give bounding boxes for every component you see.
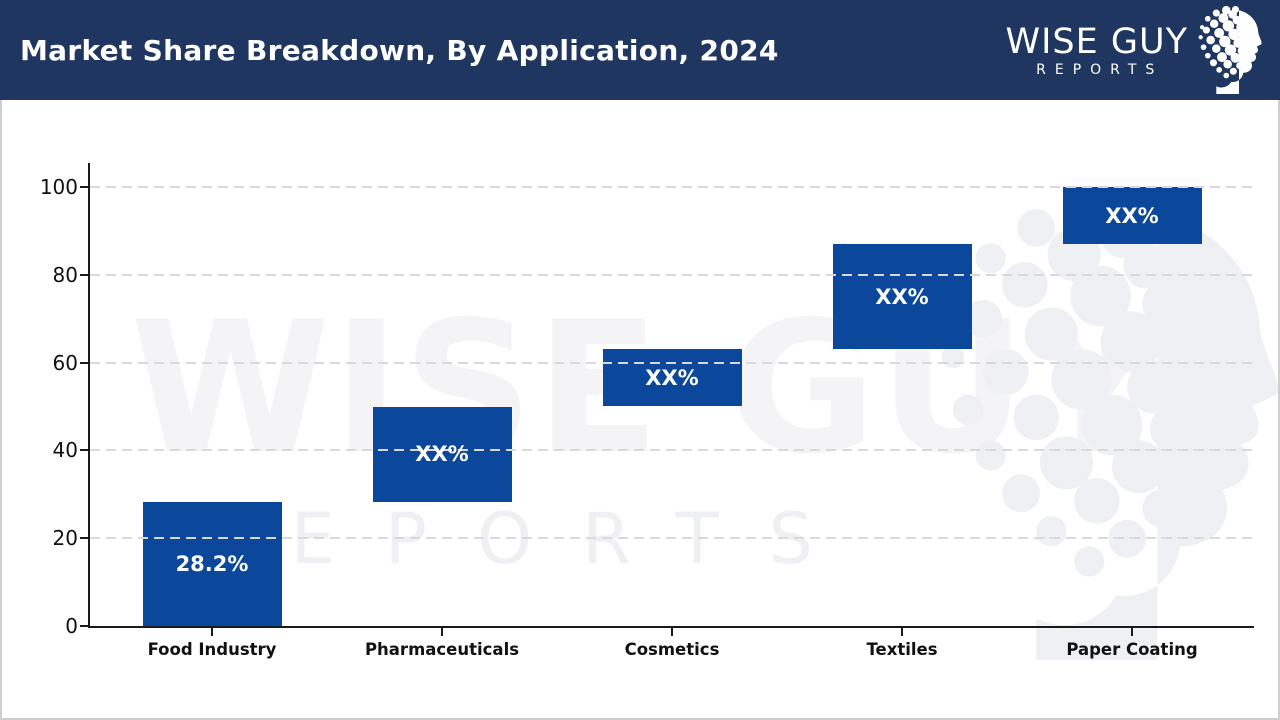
x-axis-tick [1131,628,1133,636]
bar [142,502,282,626]
y-axis-tick [80,625,88,627]
logo-text: WISE GUY REPORTS [1005,24,1188,78]
bar [372,406,512,503]
bar [832,244,972,350]
x-axis-label: Pharmaceuticals [364,640,520,659]
bar-value-label: 28.2% [175,552,249,577]
y-axis-tick [80,449,88,452]
gridline [90,449,1254,452]
x-axis-line [88,626,1254,628]
x-axis-label: Textiles [866,640,938,659]
y-axis-tick [80,537,88,540]
y-axis-tick [80,273,88,276]
x-axis-tick [671,628,673,636]
y-axis-tick-label: 100 [39,175,78,199]
y-axis-tick [80,361,88,364]
watermark-head-icon [941,190,1278,660]
y-axis-tick-label: 60 [52,350,78,375]
bar [1062,187,1202,245]
bar-value-label: XX% [875,284,929,309]
y-axis-tick-label: 40 [52,438,78,463]
logo-subtitle: REPORTS [1036,62,1164,78]
gridline [90,537,1254,540]
logo-head-icon [1198,6,1262,94]
y-axis-tick-label: 0 [65,614,78,638]
y-axis-tick-label: 80 [52,262,78,287]
bar-value-label: XX% [415,442,469,467]
header-bar: Market Share Breakdown, By Application, … [0,0,1280,100]
x-axis-tick [901,628,903,636]
bar-value-label: XX% [1105,203,1159,228]
x-axis-label: Paper Coating [1066,640,1198,659]
chart-area: WISE GUY REPORTS 0 20 40 60 80 100 28.2% Food I… [0,100,1280,720]
page-title: Market Share Breakdown, By Application, … [20,33,779,67]
logo-wordmark: WISE GUY [1005,22,1188,62]
y-axis-line [88,163,90,628]
y-axis-tick [80,186,88,188]
x-axis-label: Cosmetics [624,640,720,659]
gridline [90,361,1254,364]
x-axis-label: Food Industry [147,640,277,659]
y-axis-tick-label: 20 [52,526,78,551]
x-axis-tick [211,628,213,636]
gridline [90,273,1254,276]
bar [602,349,742,407]
x-axis-tick [441,628,443,636]
wise-guy-logo: WISE GUY REPORTS [1005,6,1266,94]
bar-value-label: XX% [645,365,699,390]
gridline [90,186,1254,188]
